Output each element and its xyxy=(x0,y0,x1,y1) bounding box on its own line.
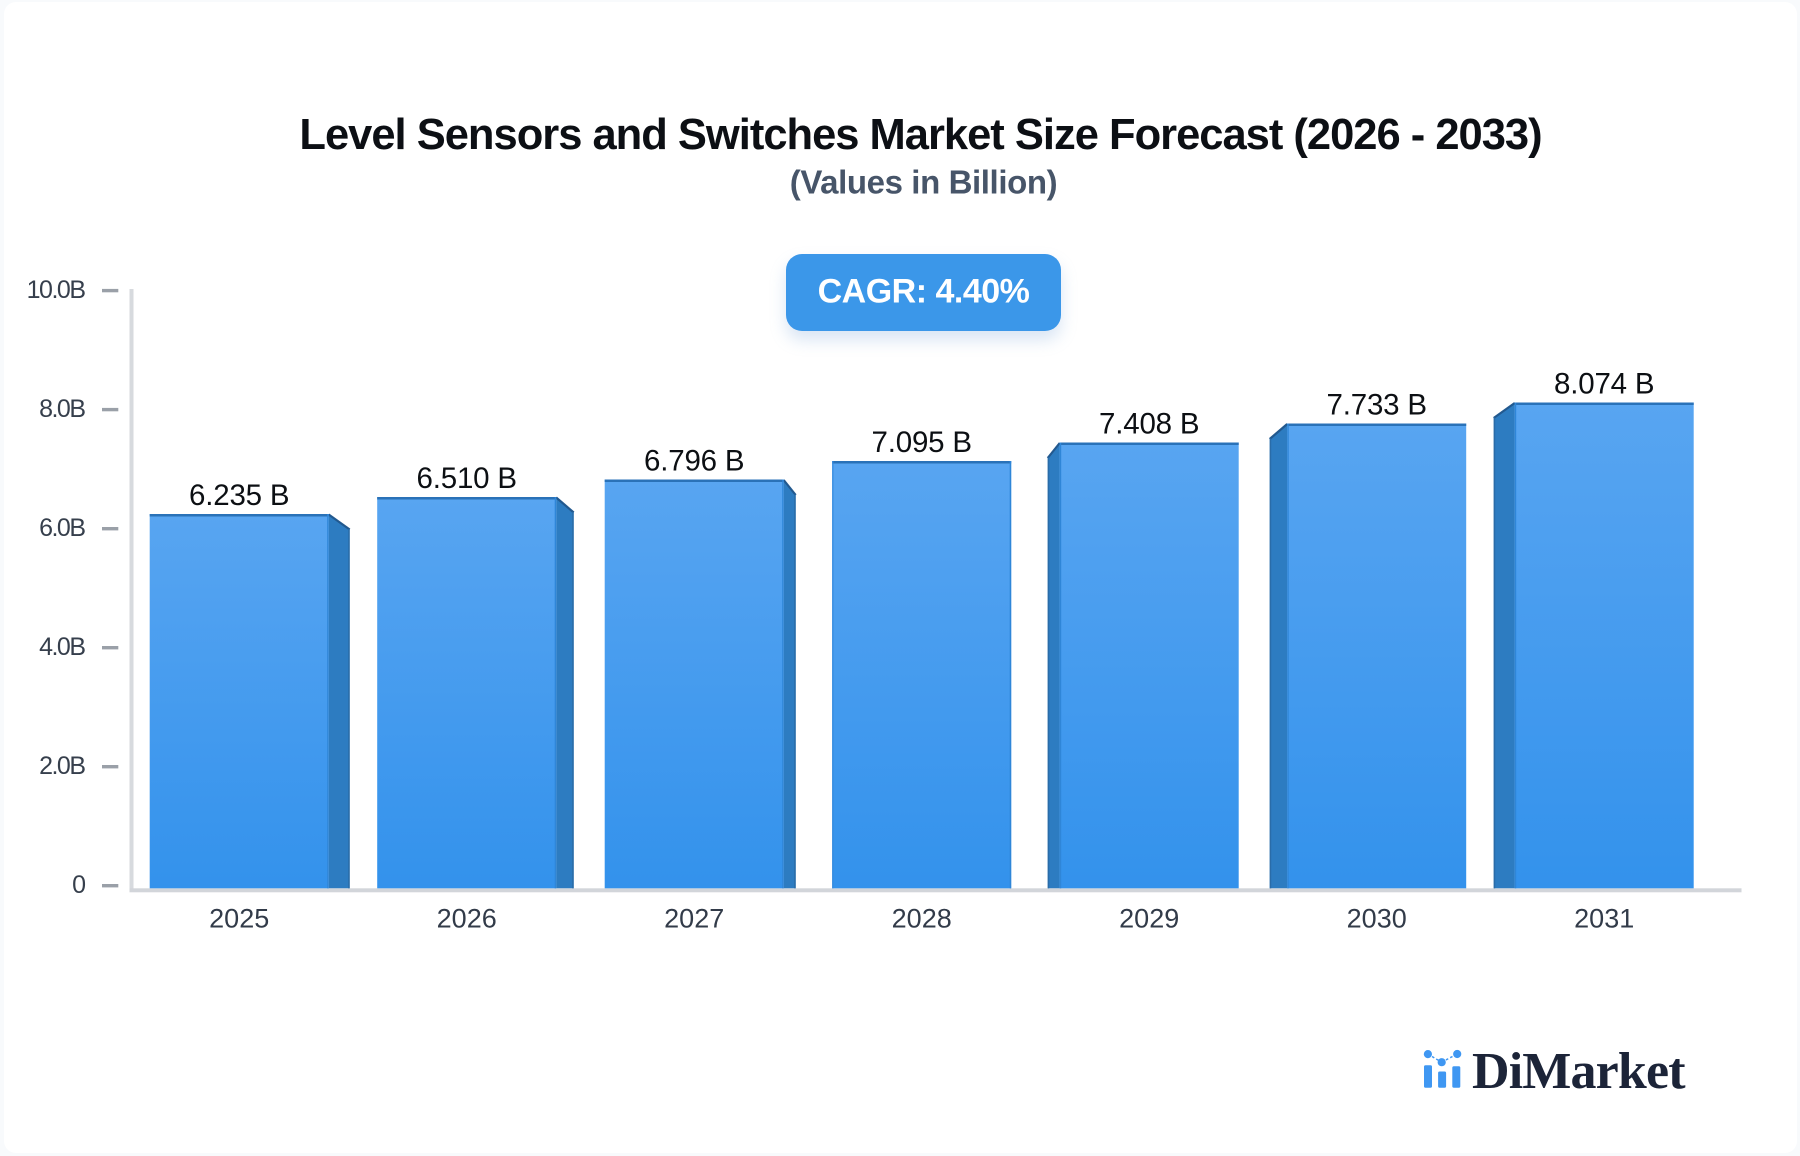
svg-text:(Values in Billion): (Values in Billion) xyxy=(790,163,1057,200)
svg-text:Level Sensors and Switches Mar: Level Sensors and Switches Market Size F… xyxy=(299,111,1541,159)
svg-text:7.733 B: 7.733 B xyxy=(1327,389,1427,422)
svg-text:DiMarket: DiMarket xyxy=(1472,1043,1686,1100)
svg-text:2027: 2027 xyxy=(664,904,724,934)
svg-text:7.095 B: 7.095 B xyxy=(872,426,972,459)
svg-text:4.0B: 4.0B xyxy=(39,633,85,661)
svg-text:2025: 2025 xyxy=(209,904,269,934)
svg-text:CAGR: 4.40%: CAGR: 4.40% xyxy=(818,272,1030,310)
svg-text:2028: 2028 xyxy=(892,904,952,934)
svg-text:0: 0 xyxy=(72,871,85,899)
svg-text:2.0B: 2.0B xyxy=(39,752,85,780)
svg-text:2030: 2030 xyxy=(1347,904,1407,934)
svg-text:6.510 B: 6.510 B xyxy=(417,462,517,495)
svg-text:6.235 B: 6.235 B xyxy=(189,479,289,512)
svg-text:10.0B: 10.0B xyxy=(27,276,86,304)
svg-text:2029: 2029 xyxy=(1119,904,1179,934)
svg-text:8.0B: 8.0B xyxy=(39,395,85,423)
svg-text:6.0B: 6.0B xyxy=(39,514,85,542)
svg-text:8.074 B: 8.074 B xyxy=(1554,368,1654,401)
svg-text:2026: 2026 xyxy=(437,904,497,934)
svg-text:6.796 B: 6.796 B xyxy=(644,445,744,478)
svg-text:7.408 B: 7.408 B xyxy=(1099,408,1199,441)
svg-text:2031: 2031 xyxy=(1574,904,1634,934)
